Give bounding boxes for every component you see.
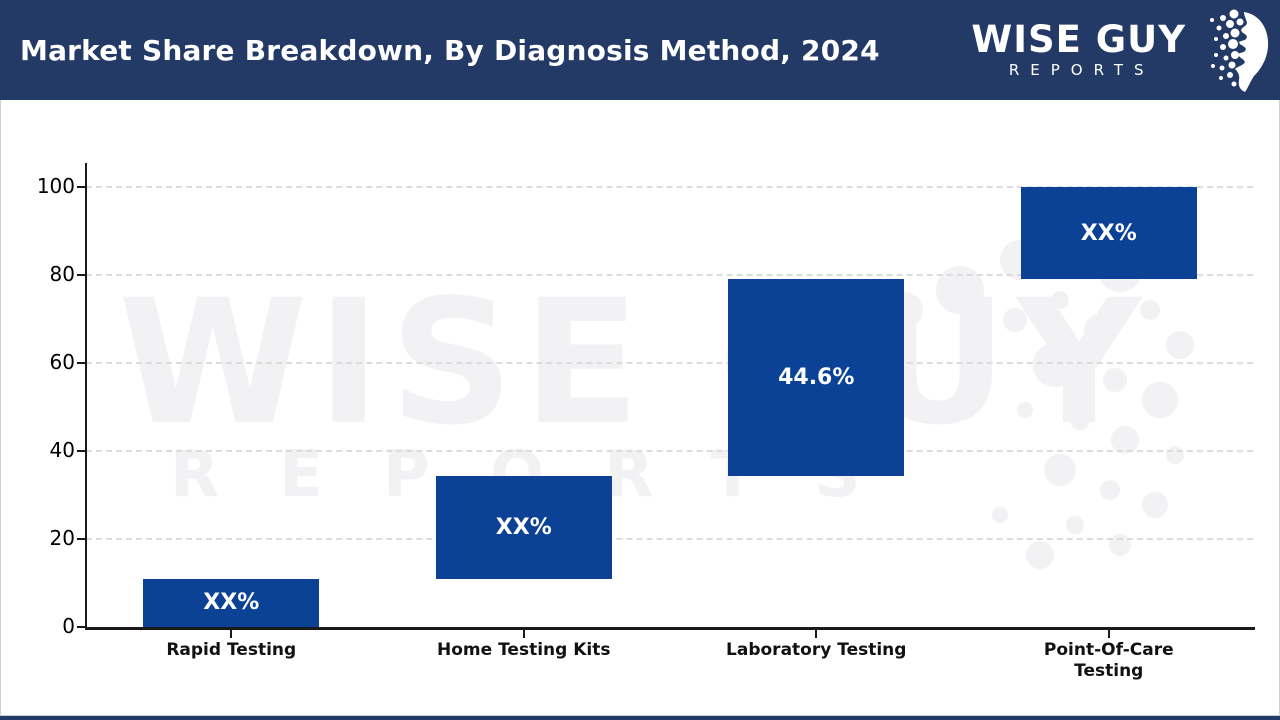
bar-value-label: 44.6%: [778, 365, 855, 390]
gridline-60: [86, 362, 1253, 364]
logo-face-icon: [1210, 9, 1269, 92]
x-axis-line: [85, 627, 1255, 630]
x-tick-1: [522, 630, 525, 638]
category-label-0: Rapid Testing: [166, 640, 297, 660]
y-axis-line: [85, 163, 87, 629]
y-tick-20: [77, 538, 85, 540]
page-title: Market Share Breakdown, By Diagnosis Met…: [20, 33, 880, 67]
y-tick-40: [77, 450, 85, 452]
logo-subtext: REPORTS: [1008, 61, 1155, 79]
x-tick-2: [815, 630, 818, 638]
y-tick-0: [77, 626, 85, 628]
y-tick-label-40: 40: [49, 438, 75, 462]
y-tick-label-20: 20: [49, 526, 75, 550]
bar-rapid-testing: XX%: [143, 578, 320, 627]
y-tick-label-60: 60: [49, 350, 75, 374]
category-label-3: Point-Of-Care Testing: [1043, 640, 1174, 682]
bar-value-label: XX%: [1080, 220, 1137, 246]
gridline-20: [86, 538, 1253, 540]
y-tick-label-100: 100: [36, 174, 75, 198]
bar-value-label: XX%: [203, 590, 260, 616]
y-tick-80: [77, 274, 85, 276]
category-label-2: Laboratory Testing: [726, 640, 907, 660]
x-tick-3: [1107, 630, 1110, 638]
y-tick-60: [77, 362, 85, 364]
bar-value-label: XX%: [495, 514, 552, 540]
bar-home-testing-kits: XX%: [435, 475, 612, 579]
logo-text: WISE GUY REPORTS: [971, 21, 1186, 79]
gridline-40: [86, 450, 1253, 452]
logo-wordmark: WISE GUY: [971, 18, 1186, 61]
y-tick-label-0: 0: [62, 614, 75, 638]
bar-point-of-care-testing: XX%: [1020, 187, 1197, 280]
category-label-1: Home Testing Kits: [437, 640, 611, 660]
gridline-80: [86, 274, 1253, 276]
y-tick-label-80: 80: [49, 262, 75, 286]
footer-bar: [0, 716, 1280, 720]
bar-laboratory-testing: 44.6%: [728, 279, 905, 476]
brand-logo: WISE GUY REPORTS: [971, 6, 1280, 94]
x-tick-0: [230, 630, 233, 638]
gridline-100: [86, 186, 1253, 188]
header-bar: Market Share Breakdown, By Diagnosis Met…: [0, 0, 1280, 100]
y-tick-100: [77, 186, 85, 188]
